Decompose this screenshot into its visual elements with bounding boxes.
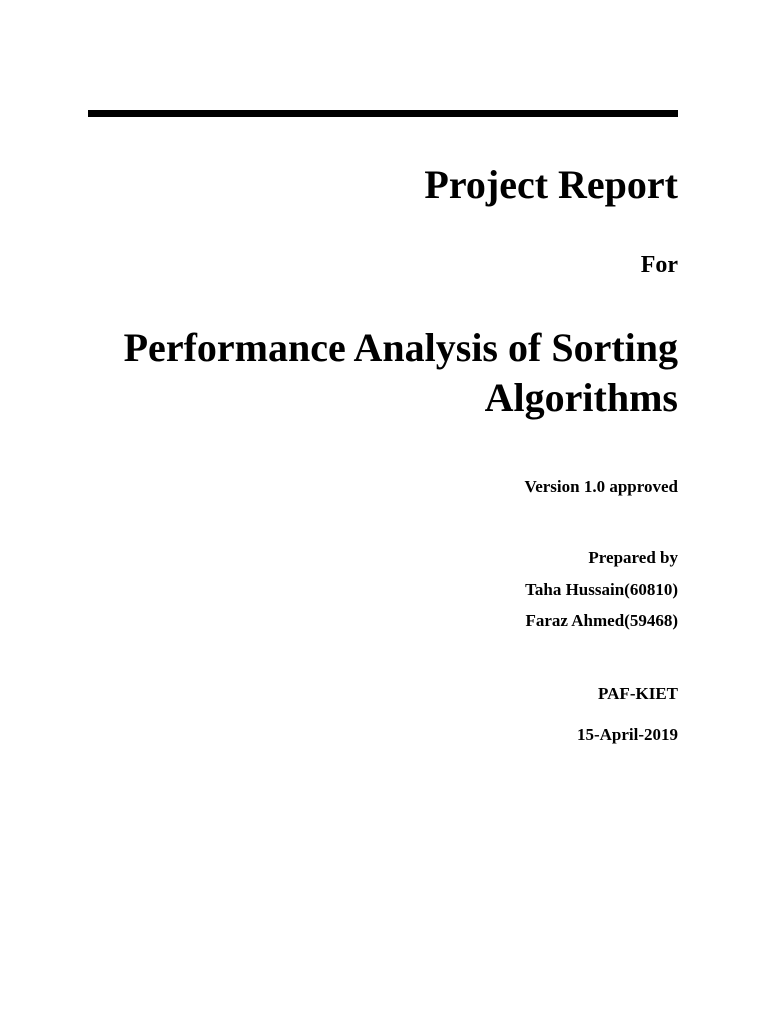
report-date: 15-April-2019 [576, 725, 678, 744]
for-label: For [640, 252, 678, 278]
institution-name: PAF-KIET [598, 684, 678, 703]
title-rule [88, 110, 678, 117]
report-title: Performance Analysis of Sorting Algorith… [123, 325, 678, 420]
author-name: Taha Hussain(60810) [525, 580, 678, 599]
prepared-by-label: Prepared by [588, 548, 678, 567]
version-line: Version 1.0 approved [524, 477, 679, 496]
author-name: Faraz Ahmed(59468) [525, 611, 678, 630]
doc-type-heading: Project Report [424, 162, 678, 207]
